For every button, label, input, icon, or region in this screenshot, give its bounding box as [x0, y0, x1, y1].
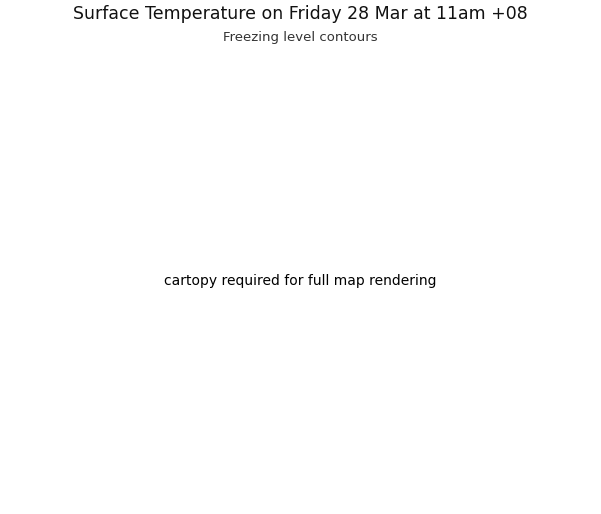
Text: cartopy required for full map rendering: cartopy required for full map rendering	[164, 274, 437, 288]
Text: Surface Temperature on Friday 28 Mar at 11am +08: Surface Temperature on Friday 28 Mar at …	[73, 6, 528, 24]
Text: Freezing level contours: Freezing level contours	[223, 31, 378, 44]
